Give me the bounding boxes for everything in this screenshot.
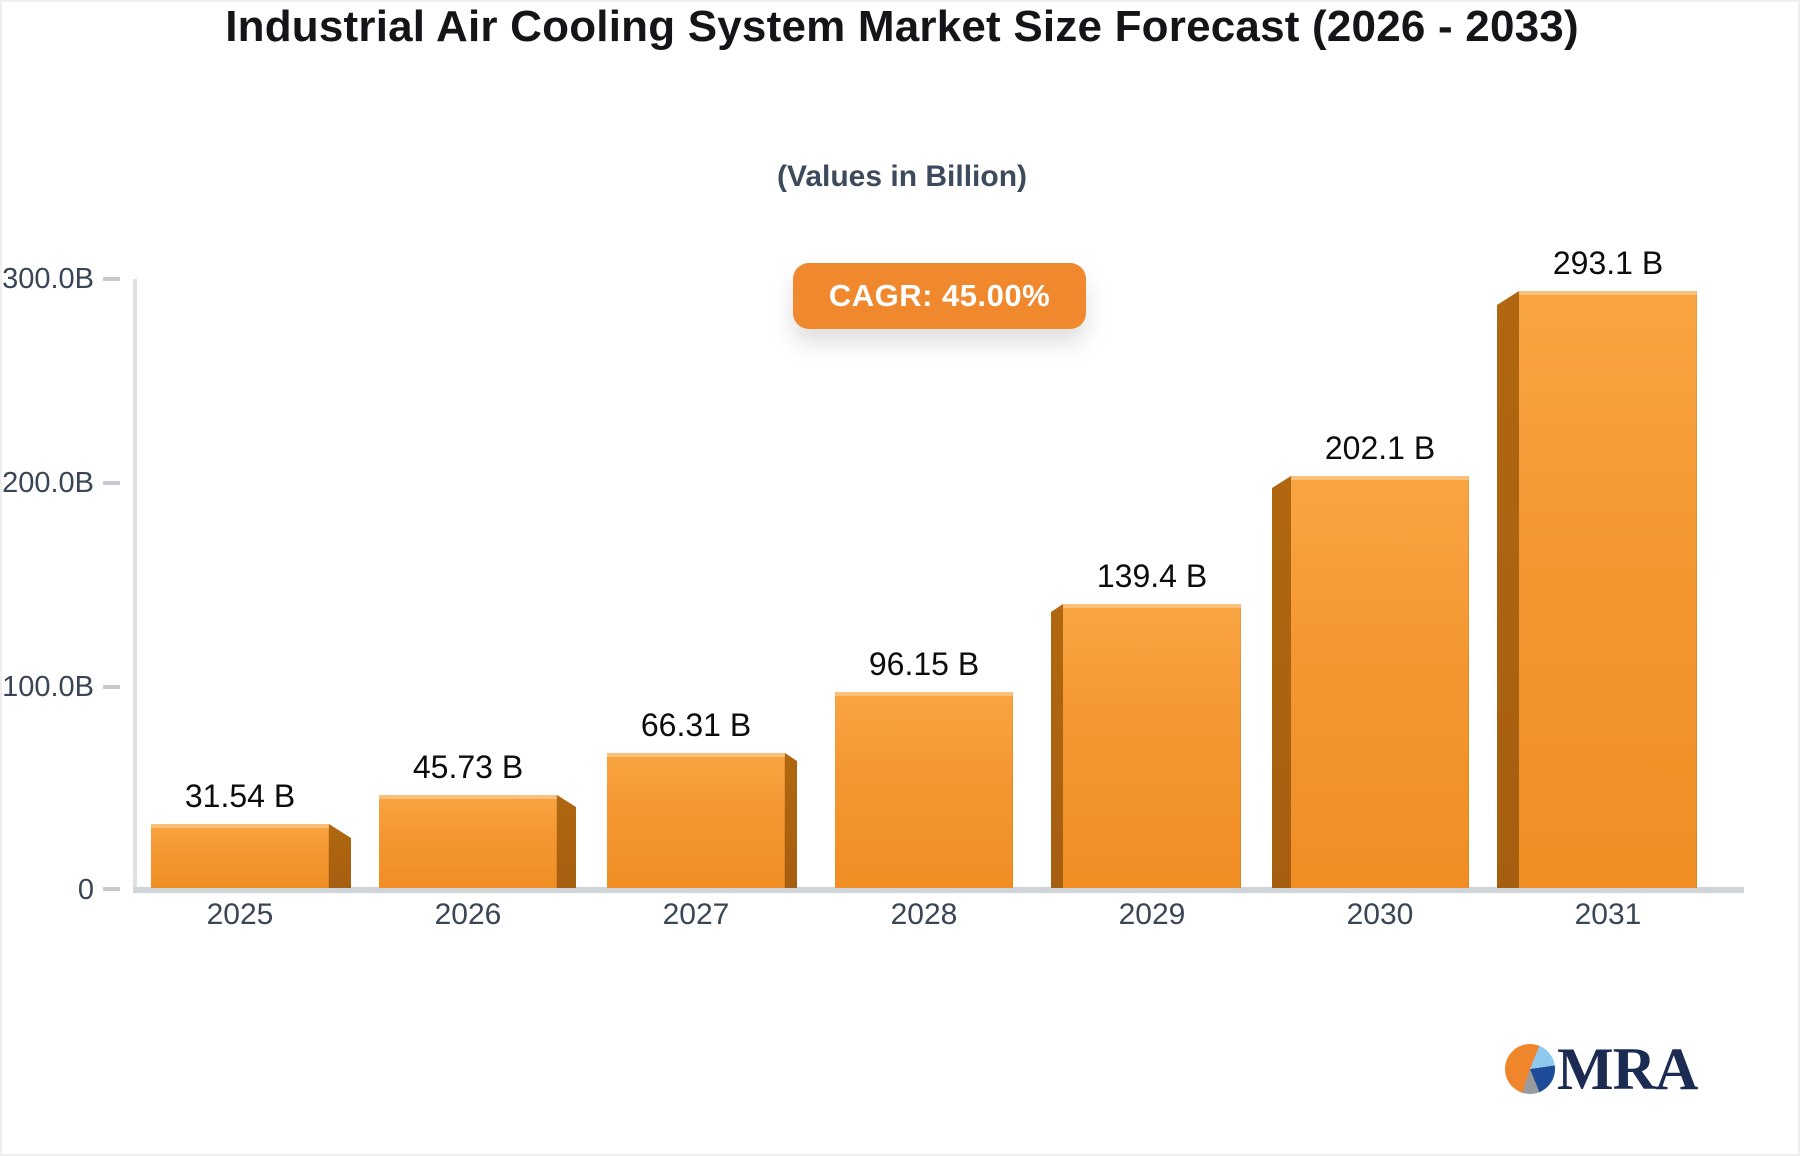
bar-2031	[1497, 291, 1697, 888]
pie-chart-logo-icon	[1505, 1044, 1555, 1094]
y-tick-label-0: 0	[77, 874, 94, 906]
bar-front-face	[835, 692, 1013, 888]
y-axis-line	[133, 279, 137, 890]
bar-2026	[379, 795, 576, 888]
y-tick-mark-100	[103, 685, 120, 689]
bar-value-label: 139.4 B	[1096, 558, 1208, 594]
bar-2030	[1272, 476, 1469, 888]
bar-value-label: 31.54 B	[184, 778, 296, 814]
bar-value-label: 66.31 B	[640, 707, 752, 743]
bar-side-face	[1051, 604, 1063, 888]
x-tick-label-2029: 2029	[1118, 898, 1186, 931]
bar-2029	[1051, 604, 1241, 888]
x-tick-label-2031: 2031	[1574, 898, 1642, 931]
brand-logo-text: MRA	[1557, 1036, 1698, 1102]
bar-side-face	[785, 753, 797, 888]
bar-value-label: 293.1 B	[1552, 245, 1664, 281]
bar-2027	[607, 753, 797, 888]
bar-value-label: 202.1 B	[1324, 430, 1436, 466]
x-tick-label-2025: 2025	[206, 898, 274, 931]
y-tick-label-300: 300.0B	[2, 263, 94, 295]
y-tick-mark-0	[103, 887, 120, 891]
bar-value-label: 45.73 B	[412, 749, 524, 785]
x-tick-label-2026: 2026	[434, 898, 502, 931]
bar-front-face	[379, 795, 557, 888]
x-tick-label-2028: 2028	[890, 898, 958, 931]
bar-front-face	[151, 824, 329, 888]
bar-front-face	[1291, 476, 1469, 888]
bar-value-label: 96.15 B	[868, 646, 980, 682]
bar-side-face	[1272, 476, 1291, 888]
bar-2028	[835, 692, 1013, 888]
y-tick-label-200: 200.0B	[2, 467, 94, 499]
x-tick-label-2030: 2030	[1346, 898, 1414, 931]
y-tick-mark-300	[103, 277, 120, 281]
bar-front-face	[1519, 291, 1697, 888]
chart-subtitle: (Values in Billion)	[776, 160, 1028, 193]
y-tick-mark-200	[103, 481, 120, 485]
bar-front-face	[1063, 604, 1241, 888]
cagr-badge: CAGR: 45.00%	[793, 263, 1086, 329]
bar-2025	[151, 824, 351, 888]
chart-title: Industrial Air Cooling System Market Siz…	[225, 2, 1579, 51]
x-axis-baseline	[133, 887, 1744, 893]
x-tick-label-2027: 2027	[662, 898, 730, 931]
y-tick-label-100: 100.0B	[2, 671, 94, 703]
bar-front-face	[607, 753, 785, 888]
bar-side-face	[557, 795, 576, 888]
bar-side-face	[329, 824, 351, 888]
brand-logo: MRA	[1505, 1036, 1698, 1102]
bar-side-face	[1497, 291, 1519, 888]
